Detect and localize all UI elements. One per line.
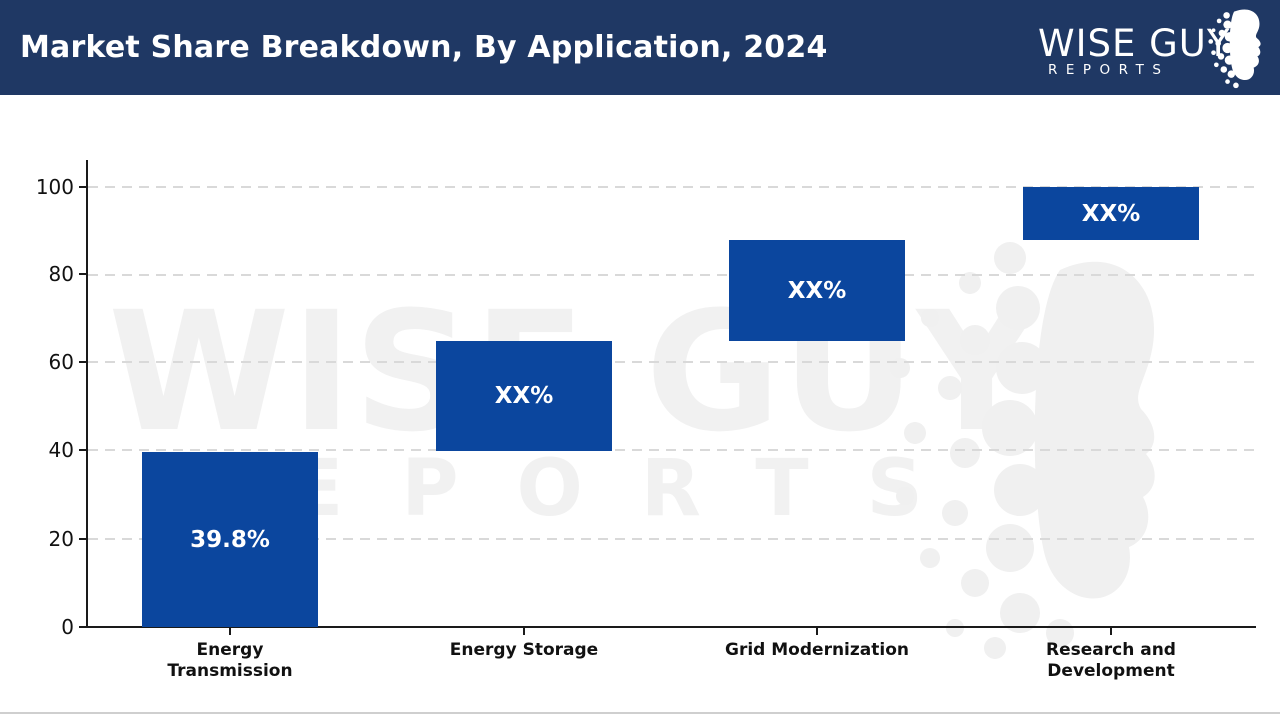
y-tick-100	[79, 186, 86, 188]
bottom-divider	[0, 712, 1280, 714]
gridline-40	[88, 449, 1255, 451]
category-label-energy-transmission: Energy Transmission	[167, 640, 293, 681]
head-watermark	[890, 242, 1155, 659]
bar-value-label: 39.8%	[190, 526, 270, 553]
y-axis-line	[86, 160, 88, 628]
y-tick-80	[79, 273, 86, 275]
x-axis-line	[86, 626, 1256, 628]
bar-research-development: XX%	[1023, 187, 1199, 240]
x-tick-energy-transmission	[229, 628, 231, 635]
y-axis-label-20: 20	[48, 527, 74, 551]
x-tick-grid-modernization	[816, 628, 818, 635]
x-tick-energy-storage	[523, 628, 525, 635]
category-label-research-development: Research and Development	[1046, 640, 1176, 681]
y-axis-label-60: 60	[48, 350, 74, 374]
bar-grid-modernization: XX%	[729, 240, 905, 341]
brand-logo-name: WISE GUY	[1038, 22, 1231, 65]
y-tick-0	[79, 626, 86, 628]
wiseguy-head-icon	[1208, 9, 1261, 89]
category-label-energy-storage: Energy Storage	[449, 640, 599, 660]
brand-logo-subtitle: REPORTS	[1048, 62, 1170, 78]
y-axis-label-80: 80	[48, 262, 74, 286]
header-bar: Market Share Breakdown, By Application, …	[0, 0, 1280, 95]
y-tick-60	[79, 361, 86, 363]
y-tick-20	[79, 538, 86, 540]
y-axis-label-40: 40	[48, 438, 74, 462]
gridline-60	[88, 361, 1255, 363]
category-label-grid-modernization: Grid Modernization	[725, 640, 909, 660]
x-tick-research-development	[1110, 628, 1112, 635]
y-axis-label-0: 0	[61, 615, 74, 639]
brand-logo: WISE GUY REPORTS	[1038, 0, 1268, 95]
gridline-100	[88, 186, 1255, 188]
gridline-20	[88, 538, 1255, 540]
bar-value-label: XX%	[1081, 200, 1141, 227]
bar-energy-transmission: 39.8%	[142, 452, 318, 627]
y-tick-40	[79, 449, 86, 451]
bar-value-label: XX%	[787, 277, 847, 304]
bar-value-label: XX%	[494, 383, 554, 409]
y-axis-label-100: 100	[35, 175, 74, 199]
bar-energy-storage: XX%	[436, 341, 612, 451]
page-title: Market Share Breakdown, By Application, …	[20, 30, 828, 65]
gridline-80	[88, 274, 1255, 276]
